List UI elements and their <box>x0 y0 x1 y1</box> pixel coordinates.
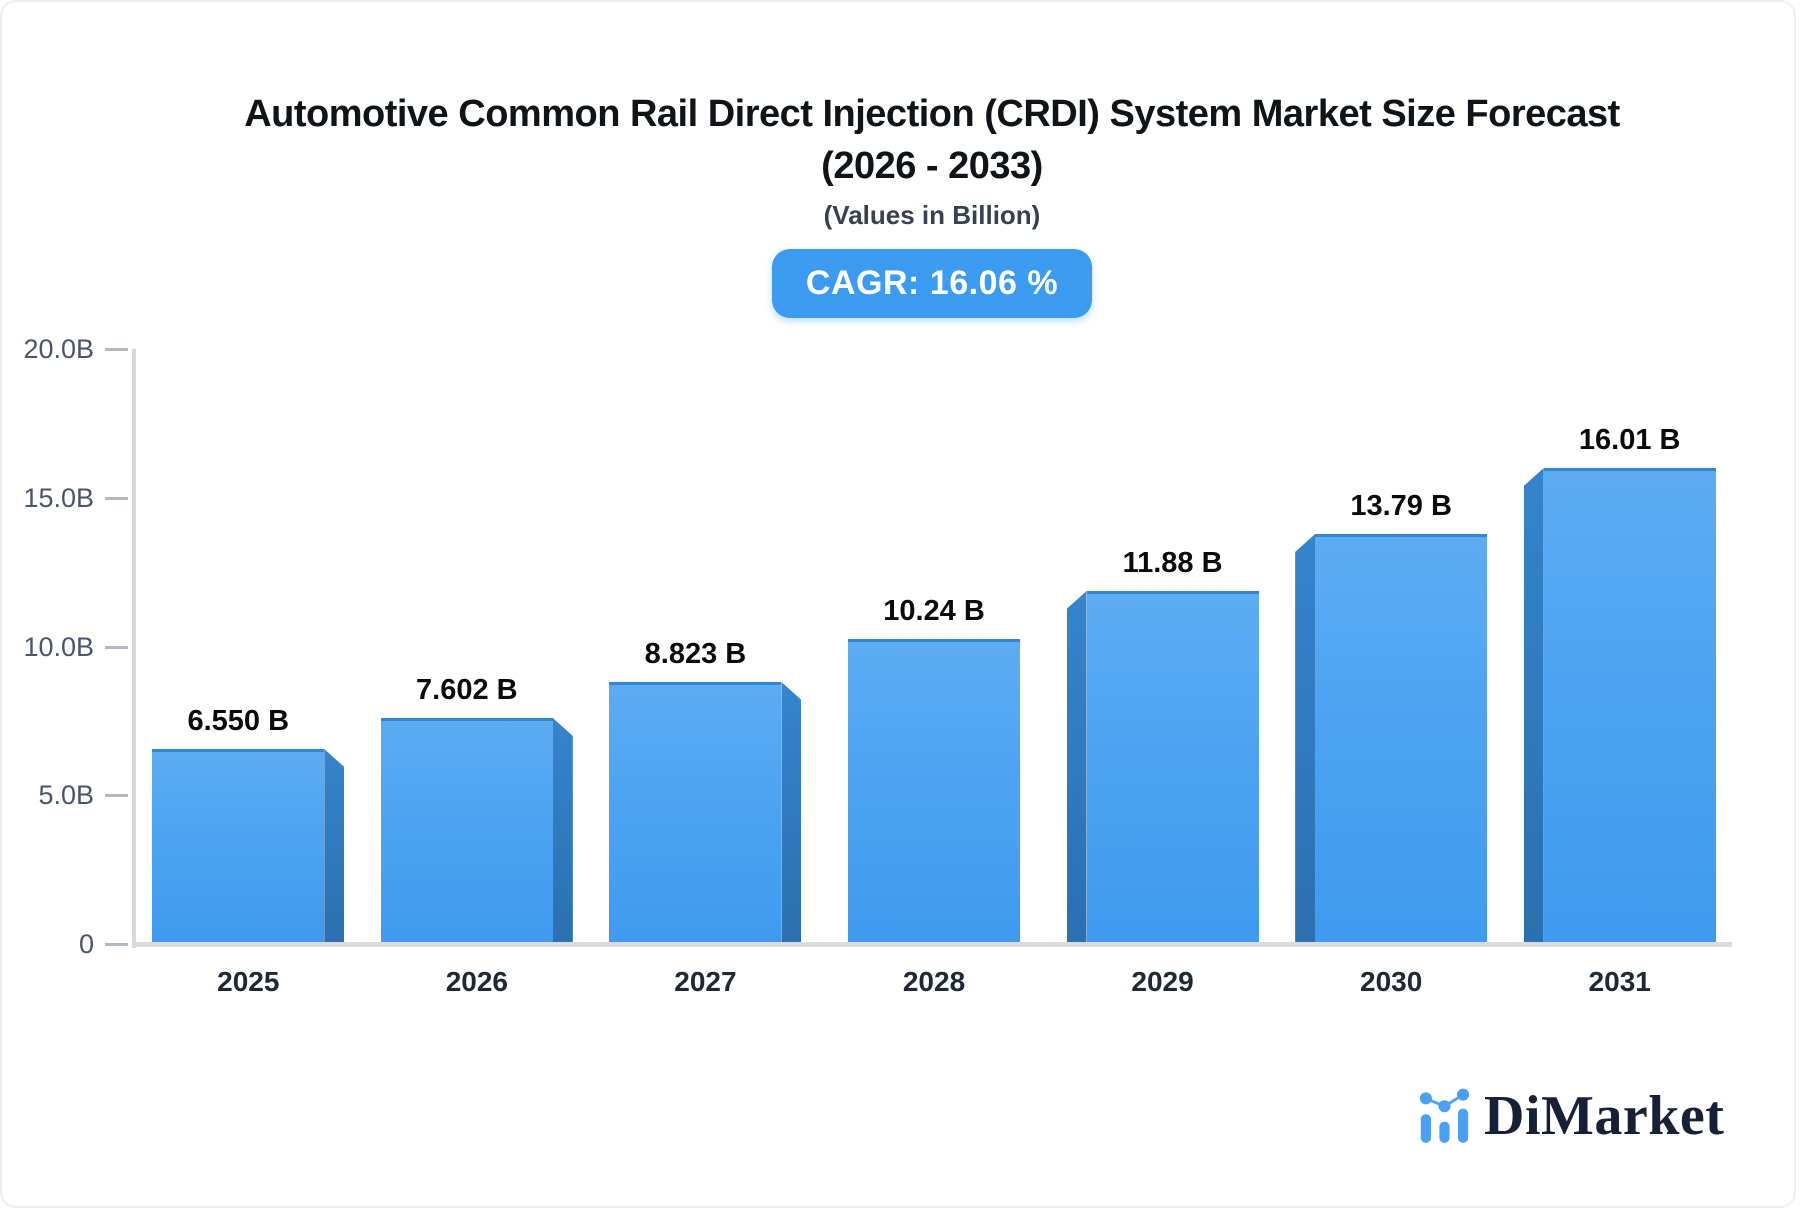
chart-subtitle: (Values in Billion) <box>823 200 1041 230</box>
bar-chart-logo-icon <box>1419 1088 1470 1143</box>
x-axis-label-2028: 2028 <box>902 966 966 997</box>
bar-value-label: 10.24 B <box>883 595 985 627</box>
x-axis-label-2027: 2027 <box>674 966 737 997</box>
bar-value-label: 13.79 B <box>1350 490 1452 522</box>
bar-2026 <box>380 718 553 944</box>
bar-value-label: 7.602 B <box>416 674 518 706</box>
brand-name: DiMarket <box>1484 1085 1725 1147</box>
bar-side-2030 <box>1295 534 1316 944</box>
x-axis-baseline <box>132 942 1732 947</box>
x-axis-label-2026: 2026 <box>445 966 508 997</box>
bar-2031 <box>1543 468 1716 944</box>
bar-2027 <box>609 682 782 944</box>
y-tick-label: 5.0B <box>38 780 94 811</box>
y-tick-dash <box>105 496 128 500</box>
bar-value-label: 16.01 B <box>1578 424 1681 456</box>
x-axis-label-2031: 2031 <box>1588 966 1651 997</box>
y-tick-label: 15.0B <box>23 482 94 513</box>
y-axis-line <box>132 349 136 948</box>
bar-side-2025 <box>324 749 345 944</box>
bar-2028 <box>848 639 1020 944</box>
bar-chart-plot-area: 0 5.0B 10.0B 15.0B 20.0B 6.550 B 2025 7.602 B 20… <box>23 334 1734 997</box>
bar-side-2031 <box>1523 468 1544 944</box>
bar-side-2029 <box>1066 591 1087 944</box>
y-tick-dash <box>105 348 128 351</box>
cagr-badge: CAGR: 16.06 % <box>771 249 1093 318</box>
title-line-2: (2026 - 2033) <box>821 145 1043 187</box>
page-title: Automotive Common Rail Direct Injection … <box>102 88 1762 192</box>
y-tick-label: 0 <box>78 929 94 959</box>
bar-value-label: 6.550 B <box>187 705 290 737</box>
x-axis-label-2025: 2025 <box>217 966 280 997</box>
x-axis-label-2030: 2030 <box>1359 966 1423 997</box>
y-tick-label: 20.0B <box>23 334 94 364</box>
bar-2025 <box>152 749 325 944</box>
bar-side-2026 <box>552 718 573 944</box>
chart-header: Automotive Common Rail Direct Injection … <box>102 88 1762 318</box>
y-tick-dash <box>105 943 128 946</box>
bar-value-label: 11.88 B <box>1122 547 1223 579</box>
brand-logo: DiMarket <box>1418 1086 1724 1146</box>
y-tick-dash <box>105 645 128 649</box>
x-axis-label-2029: 2029 <box>1131 966 1194 997</box>
y-tick-label: 10.0B <box>23 631 94 662</box>
bar-side-2027 <box>781 682 802 944</box>
y-tick-dash <box>105 794 128 798</box>
bar-value-label: 8.823 B <box>644 638 747 670</box>
bar-2029 <box>1086 591 1259 944</box>
title-line-1: Automotive Common Rail Direct Injection … <box>244 93 1620 135</box>
bar-2030 <box>1315 534 1488 944</box>
